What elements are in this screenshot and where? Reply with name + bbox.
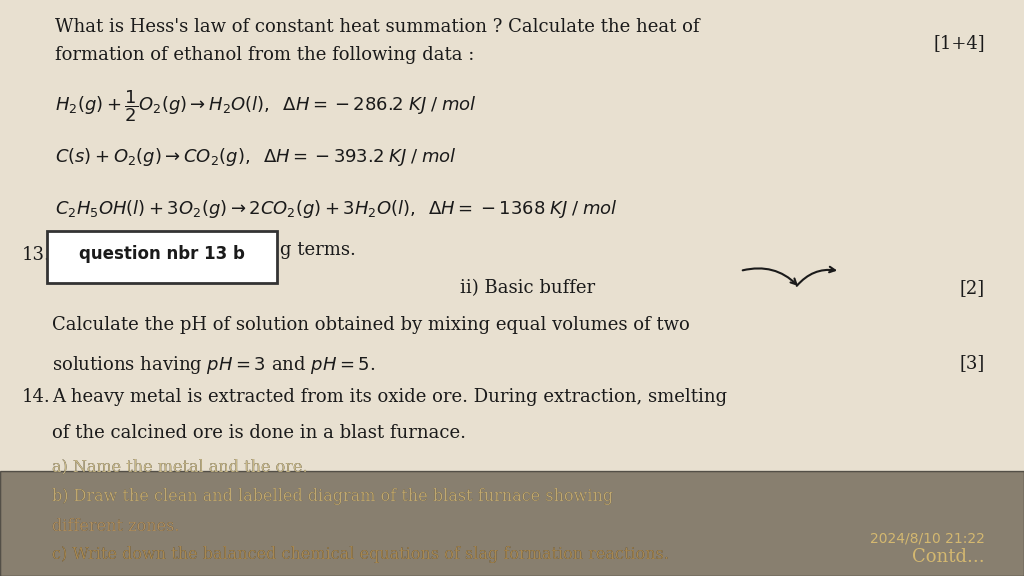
Text: formation of ethanol from the following data :: formation of ethanol from the following … (55, 46, 474, 64)
Text: solutions having $pH = 3$ and $pH = 5$.: solutions having $pH = 3$ and $pH = 5$. (52, 354, 376, 376)
FancyBboxPatch shape (0, 471, 1024, 576)
Text: different zones.: different zones. (52, 518, 179, 535)
Text: b) Draw the clean and labelled diagram of the blast furnace showing: b) Draw the clean and labelled diagram o… (52, 488, 613, 505)
Text: different zones.: different zones. (52, 518, 179, 535)
Text: 2024/8/10 21:22: 2024/8/10 21:22 (870, 532, 985, 546)
FancyBboxPatch shape (47, 231, 278, 283)
Text: Calculate the pH of solution obtained by mixing equal volumes of two: Calculate the pH of solution obtained by… (52, 316, 690, 334)
Text: of the calcined ore is done in a blast furnace.: of the calcined ore is done in a blast f… (52, 424, 466, 442)
Text: [1+4]: [1+4] (933, 34, 985, 52)
Text: A heavy metal is extracted from its oxide ore. During extraction, smelting: A heavy metal is extracted from its oxid… (52, 388, 727, 406)
Text: [2]: [2] (959, 279, 985, 297)
Text: c) Write down the balanced chemical equations of slag formation reactions.: c) Write down the balanced chemical equa… (52, 546, 669, 563)
Text: $H_2(g)+\dfrac{1}{2}O_2(g) \rightarrow H_2O(l),\;\; \Delta H = -286.2\; KJ\;/\;m: $H_2(g)+\dfrac{1}{2}O_2(g) \rightarrow H… (55, 88, 476, 124)
Text: What is Hess's law of constant heat summation ? Calculate the heat of: What is Hess's law of constant heat summ… (55, 18, 699, 36)
Text: g terms.: g terms. (280, 241, 356, 259)
Text: ii) Basic buffer: ii) Basic buffer (460, 279, 595, 297)
Text: 14.: 14. (22, 388, 51, 406)
Text: b) Draw the clean and labelled diagram of the blast furnace showing: b) Draw the clean and labelled diagram o… (52, 488, 613, 505)
Text: a) Name the metal and the ore.: a) Name the metal and the ore. (52, 458, 307, 475)
Text: Contd...: Contd... (912, 548, 985, 566)
Text: $C_2H_5OH(l)+3O_2(g) \rightarrow 2CO_2(g)+3H_2O(l),\;\; \Delta H = -1368\; KJ\;/: $C_2H_5OH(l)+3O_2(g) \rightarrow 2CO_2(g… (55, 198, 617, 220)
Text: question nbr 13 b: question nbr 13 b (79, 245, 245, 263)
Text: a) Name the metal and the ore.: a) Name the metal and the ore. (52, 458, 307, 475)
Text: 13.: 13. (22, 246, 51, 264)
Text: $C(s)+O_2(g) \rightarrow CO_2(g),\;\; \Delta H = -393.2\; KJ\;/\;mol$: $C(s)+O_2(g) \rightarrow CO_2(g),\;\; \D… (55, 146, 457, 168)
Text: c) Write down the balanced chemical equations of slag formation reactions.: c) Write down the balanced chemical equa… (52, 546, 669, 563)
Text: [3]: [3] (959, 354, 985, 372)
